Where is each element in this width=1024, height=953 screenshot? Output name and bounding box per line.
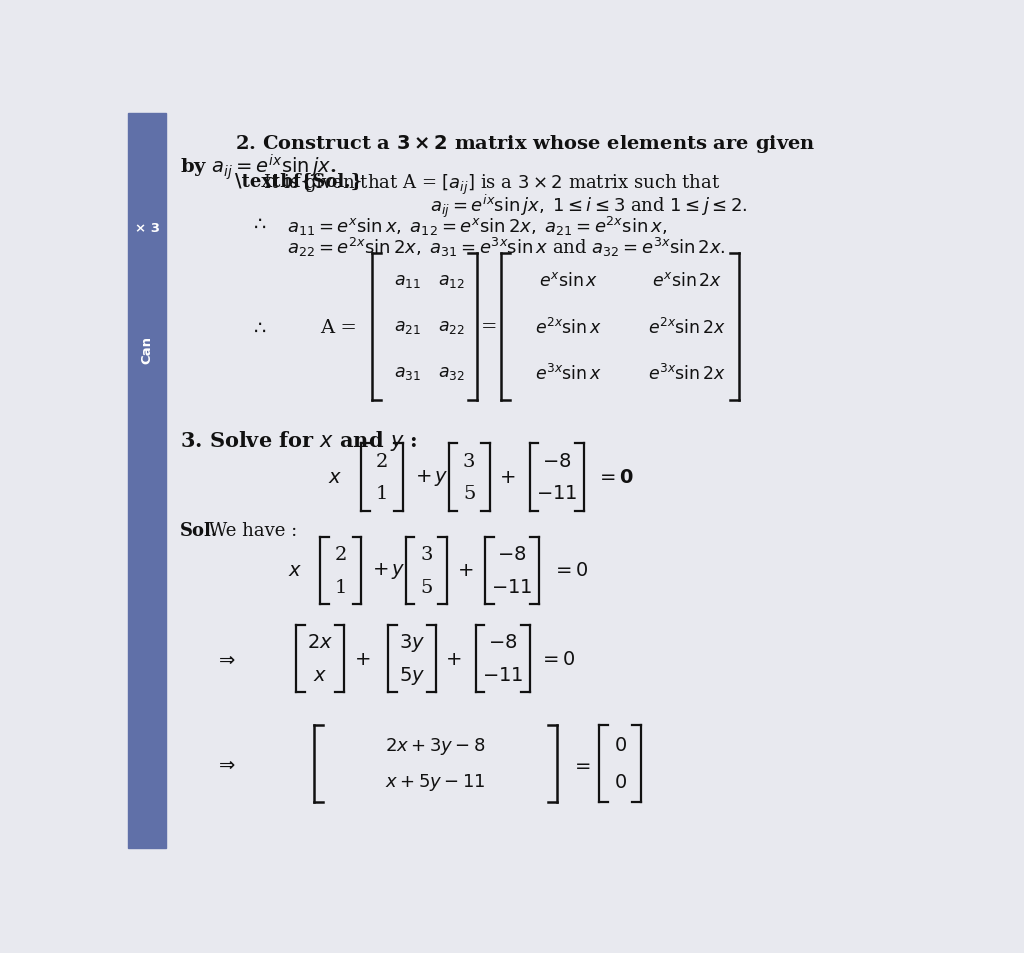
Text: $a_{11} = e^{x}\sin x,\; a_{12} = e^{x}\sin 2x,\; a_{21} = e^{2x}\sin x,$: $a_{11} = e^{x}\sin x,\; a_{12} = e^{x}\… bbox=[287, 214, 667, 238]
Text: 5: 5 bbox=[420, 578, 432, 596]
Text: $a_{ij} = e^{ix}\sin jx,\; 1 \leq i \leq 3$ and $1 \leq j \leq 2.$: $a_{ij} = e^{ix}\sin jx,\; 1 \leq i \leq… bbox=[430, 193, 748, 220]
Text: $3y$: $3y$ bbox=[399, 632, 425, 654]
Text: $2x + 3y - 8$: $2x + 3y - 8$ bbox=[385, 735, 485, 756]
Text: Can: Can bbox=[140, 335, 154, 363]
Text: 2. Construct a $\mathbf{3 \times 2}$ matrix whose elements are given: 2. Construct a $\mathbf{3 \times 2}$ mat… bbox=[236, 132, 815, 154]
Text: $\Rightarrow$: $\Rightarrow$ bbox=[215, 650, 237, 668]
Text: $+\,y$: $+\,y$ bbox=[416, 468, 449, 488]
Text: $-11$: $-11$ bbox=[536, 485, 578, 503]
Text: $\therefore$: $\therefore$ bbox=[251, 318, 267, 336]
Text: $e^{2x}\sin 2x$: $e^{2x}\sin 2x$ bbox=[648, 317, 727, 337]
Text: $a_{11}$: $a_{11}$ bbox=[394, 273, 421, 290]
Text: × 3: × 3 bbox=[134, 222, 160, 234]
Text: 5: 5 bbox=[463, 485, 475, 503]
Text: It is given that A = $[a_{ij}]$ is a $3 \times 2$ matrix such that: It is given that A = $[a_{ij}]$ is a $3 … bbox=[236, 173, 720, 197]
Text: 1: 1 bbox=[335, 578, 347, 596]
Text: $a_{31}$: $a_{31}$ bbox=[394, 365, 421, 382]
Text: $5y$: $5y$ bbox=[399, 664, 425, 686]
Text: $\therefore$: $\therefore$ bbox=[251, 214, 267, 233]
Text: $2x$: $2x$ bbox=[307, 634, 333, 652]
Text: $a_{32}$: $a_{32}$ bbox=[438, 365, 465, 382]
Text: 2: 2 bbox=[376, 453, 388, 471]
Text: $-8$: $-8$ bbox=[487, 634, 517, 652]
Text: 2: 2 bbox=[335, 546, 347, 563]
Text: A =: A = bbox=[321, 318, 357, 336]
Text: $+$: $+$ bbox=[500, 469, 516, 487]
Text: $\Rightarrow$: $\Rightarrow$ bbox=[215, 755, 237, 773]
Text: $-8$: $-8$ bbox=[498, 546, 526, 563]
Text: $e^{x}\sin x$: $e^{x}\sin x$ bbox=[539, 272, 598, 290]
Text: 3: 3 bbox=[463, 453, 475, 471]
Text: $x$: $x$ bbox=[289, 562, 303, 579]
Text: $0$: $0$ bbox=[613, 773, 627, 791]
Text: $e^{3x}\sin 2x$: $e^{3x}\sin 2x$ bbox=[648, 363, 727, 383]
Text: by $a_{ij} = e^{ix}\sin jx$.: by $a_{ij} = e^{ix}\sin jx$. bbox=[179, 152, 336, 182]
Text: 3. Solve for $x$ and $y$ :: 3. Solve for $x$ and $y$ : bbox=[179, 429, 417, 453]
Text: $-11$: $-11$ bbox=[482, 666, 523, 684]
Text: =: = bbox=[481, 318, 498, 336]
Text: $a_{21}$: $a_{21}$ bbox=[394, 318, 421, 335]
Text: Sol.: Sol. bbox=[179, 521, 218, 539]
Text: \textbf{Sol.}: \textbf{Sol.} bbox=[236, 173, 362, 191]
Text: $=$: $=$ bbox=[570, 755, 591, 773]
Text: $x$: $x$ bbox=[328, 469, 342, 487]
Text: We have :: We have : bbox=[179, 521, 297, 539]
Text: $= 0$: $= 0$ bbox=[552, 562, 589, 579]
Text: $x + 5y - 11$: $x + 5y - 11$ bbox=[385, 772, 485, 793]
Text: $+\,y$: $+\,y$ bbox=[373, 560, 406, 580]
Bar bbox=[128, 114, 166, 848]
Text: $= 0$: $= 0$ bbox=[539, 650, 575, 668]
Text: 3: 3 bbox=[420, 546, 433, 563]
Text: $e^{x}\sin 2x$: $e^{x}\sin 2x$ bbox=[652, 272, 723, 290]
Text: $0$: $0$ bbox=[613, 737, 627, 755]
Text: $x$: $x$ bbox=[313, 666, 327, 684]
Text: $a_{22} = e^{2x}\sin 2x,\; a_{31} = e^{3x}\sin x$ and $a_{32} = e^{3x}\sin 2x.$: $a_{22} = e^{2x}\sin 2x,\; a_{31} = e^{3… bbox=[287, 235, 725, 258]
Text: $e^{2x}\sin x$: $e^{2x}\sin x$ bbox=[535, 317, 602, 337]
Text: $-8$: $-8$ bbox=[542, 453, 571, 471]
Text: $+$: $+$ bbox=[457, 562, 473, 579]
Text: $=\mathbf{0}$: $=\mathbf{0}$ bbox=[596, 469, 635, 487]
Text: $e^{3x}\sin x$: $e^{3x}\sin x$ bbox=[535, 363, 602, 383]
Text: $+$: $+$ bbox=[445, 650, 462, 668]
Text: $-11$: $-11$ bbox=[492, 578, 532, 596]
Text: $+$: $+$ bbox=[354, 650, 371, 668]
Text: $a_{12}$: $a_{12}$ bbox=[438, 273, 465, 290]
Text: $a_{22}$: $a_{22}$ bbox=[438, 318, 465, 335]
Text: 1: 1 bbox=[376, 485, 388, 503]
